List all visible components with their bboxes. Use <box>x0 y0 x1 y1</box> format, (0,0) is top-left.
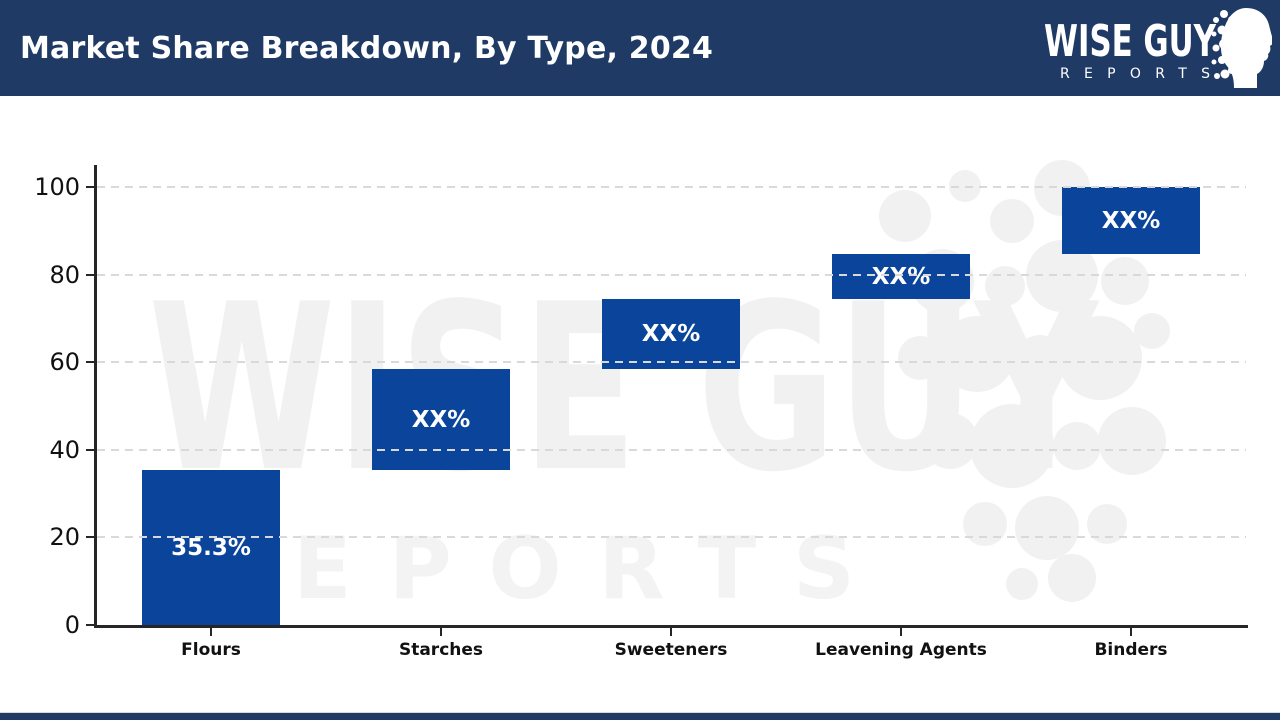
gridline-100 <box>97 186 1246 188</box>
gridline-20 <box>97 536 1246 539</box>
y-tick-0 <box>86 624 95 626</box>
logo-line2: REPORTS <box>1060 66 1210 82</box>
logo-face-icon <box>1211 8 1272 88</box>
x-tick-1 <box>440 628 442 636</box>
bar-value-label: XX% <box>1101 207 1161 234</box>
bar-segment-sweeteners: XX% <box>602 299 740 369</box>
bar-segment-starches: XX% <box>372 368 510 471</box>
x-tick-3 <box>900 628 902 636</box>
bar-value-label: 35.3% <box>171 534 251 561</box>
footer-bar <box>0 712 1280 720</box>
y-tick-40 <box>86 448 95 451</box>
y-tick-100 <box>86 186 95 188</box>
y-tick-label-40: 40 <box>49 435 80 464</box>
bar-value-label: XX% <box>641 320 701 347</box>
x-tick-2 <box>670 628 672 636</box>
bar-segment-flours: 35.3% <box>142 470 280 625</box>
y-tick-label-20: 20 <box>49 523 80 552</box>
bar-value-label: XX% <box>411 406 471 433</box>
y-tick-60 <box>86 361 95 364</box>
x-tick-label-4: Binders <box>1094 640 1168 660</box>
gridline-60 <box>97 361 1246 364</box>
y-tick-20 <box>86 536 95 539</box>
x-tick-4 <box>1130 628 1132 636</box>
y-tick-label-100: 100 <box>34 173 80 201</box>
x-tick-label-1: Starches <box>398 640 484 660</box>
y-tick-label-60: 60 <box>49 348 80 377</box>
gridline-40 <box>97 448 1246 451</box>
x-tick-0 <box>210 628 212 636</box>
x-axis-spine <box>94 625 1248 628</box>
bar-value-label: XX% <box>871 263 931 290</box>
page-title: Market Share Breakdown, By Type, 2024 <box>20 30 714 66</box>
y-tick-80 <box>86 273 95 276</box>
header-band: Market Share Breakdown, By Type, 2024 WI… <box>0 0 1280 96</box>
watermark-line2: REPORTS <box>190 519 855 619</box>
y-tick-label-0: 0 <box>64 611 80 639</box>
wise-guy-reports-logo: WISE GUY REPORTS <box>1044 8 1272 88</box>
y-tick-label-80: 80 <box>49 260 80 289</box>
x-tick-label-2: Sweeteners <box>614 640 728 660</box>
x-tick-label-3: Leavening Agents <box>815 640 987 660</box>
logo-line1: WISE GUY <box>1044 16 1217 67</box>
bar-segment-binders: XX% <box>1062 187 1200 255</box>
y-axis-spine <box>94 165 97 628</box>
x-tick-label-0: Flours <box>181 640 241 660</box>
bar-segment-leavening-agents: XX% <box>832 254 970 300</box>
gridline-80 <box>97 273 1246 276</box>
